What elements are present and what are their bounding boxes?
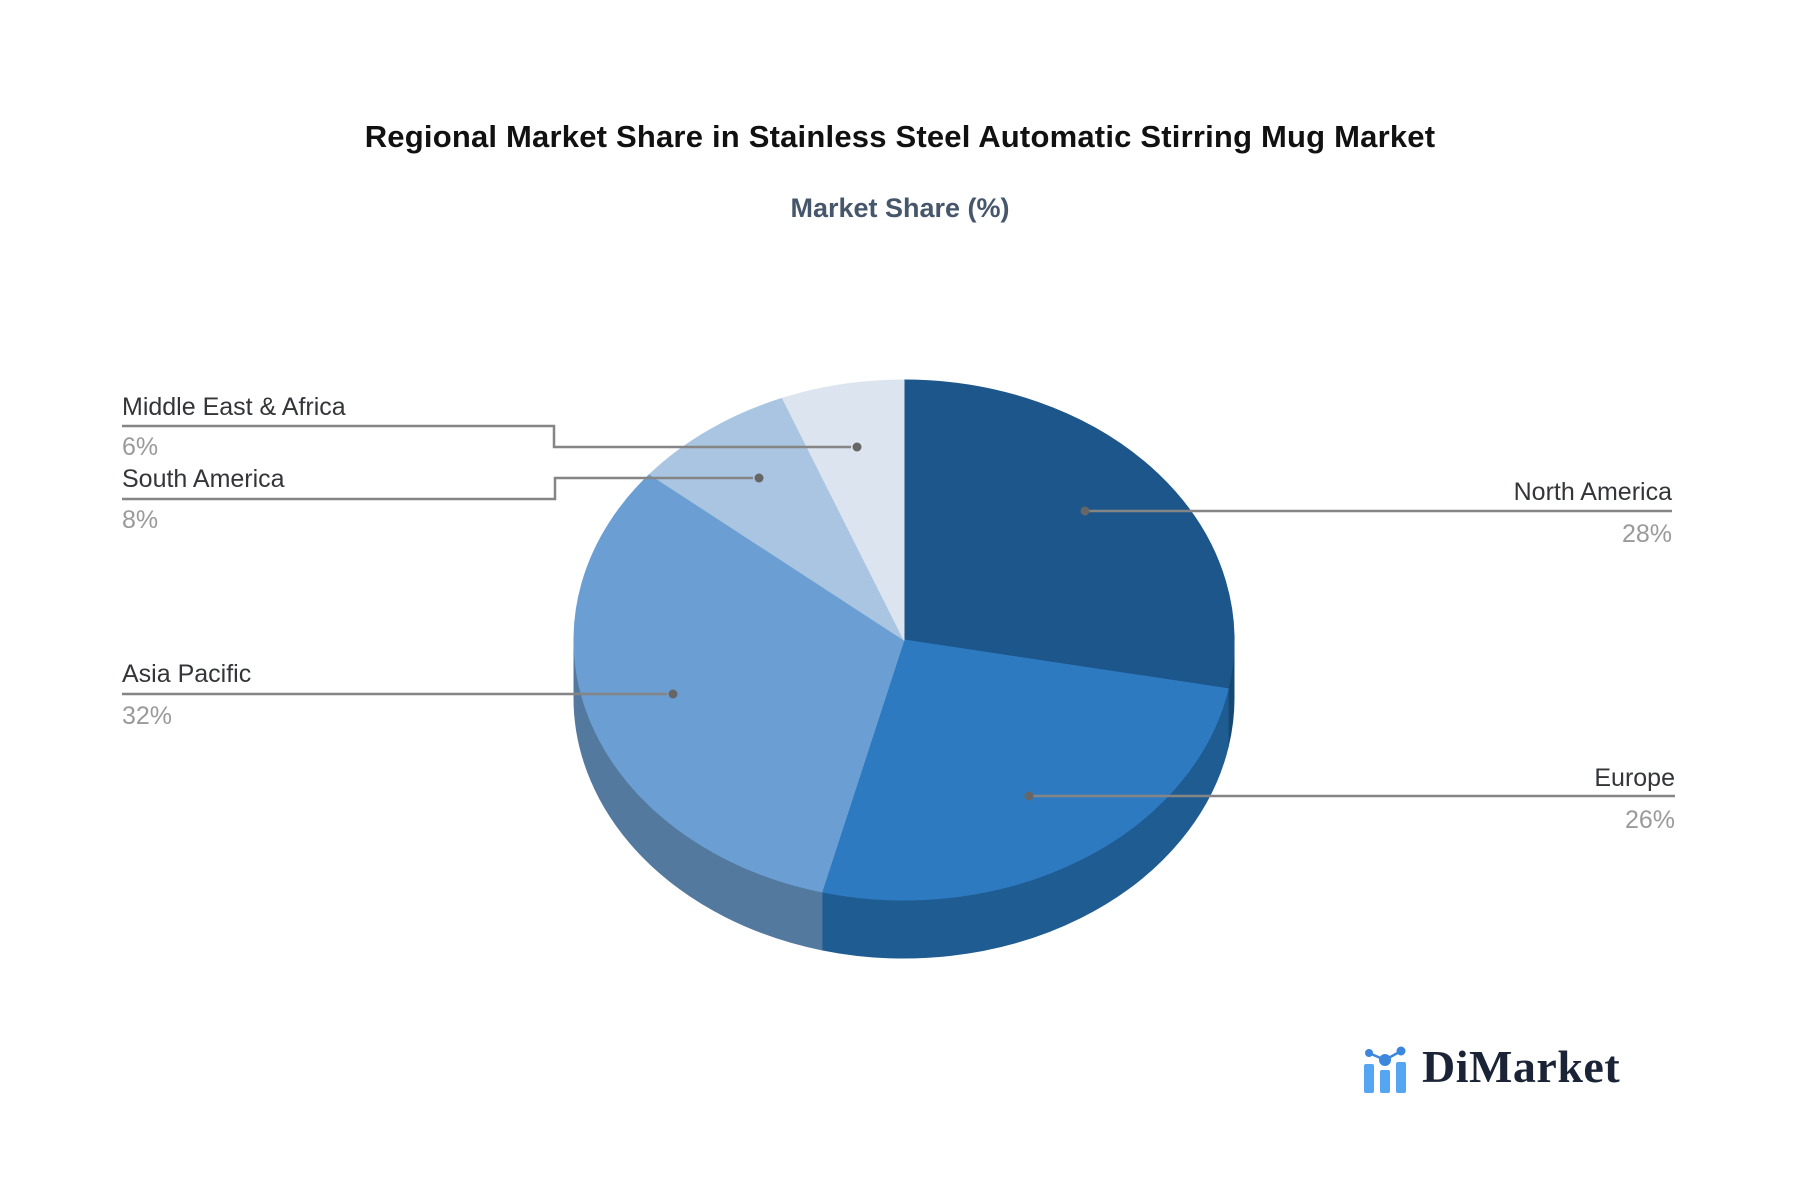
label-middle-east-africa: Middle East & Africa [122,393,346,421]
chart-title: Regional Market Share in Stainless Steel… [364,119,1436,154]
leader-dots [668,442,1090,801]
value-south-america: 8% [122,506,159,534]
pie-slice-europe[interactable] [821,639,1229,901]
logo-dot-1 [1365,1048,1373,1057]
chart-subtitle: Market Share (%) [790,193,1010,223]
label-asia-pacific: Asia Pacific [122,660,252,688]
dimarket-logo-icon [1364,1046,1406,1093]
pie-slice-middle-east-africa[interactable] [782,379,905,641]
logo-dot-2 [1379,1053,1391,1066]
leader-dot-middle-east-africa [852,442,862,452]
logo-bar-3 [1396,1061,1406,1093]
label-europe: Europe [1594,764,1675,792]
pie-slice-south-america[interactable] [649,397,905,641]
leader-dot-asia-pacific [668,689,678,699]
logo-bar-1 [1364,1063,1374,1093]
leader-line-south-america [122,476,753,501]
brand-logo: DiMarket [1362,1040,1620,1093]
label-north-america: North America [1513,478,1672,506]
value-north-america: 28% [1621,520,1672,548]
label-south-america: South America [122,465,285,493]
value-middle-east-africa: 6% [122,433,159,461]
leader-lines [122,424,1675,798]
logo-bar-2 [1380,1069,1390,1093]
brand-logo-text: DiMarket [1422,1041,1621,1092]
leader-dot-south-america [754,473,764,483]
value-asia-pacific: 32% [122,702,173,730]
logo-dot-3 [1396,1046,1406,1055]
pie-group [573,379,1235,959]
pie-slice-north-america[interactable] [903,379,1235,690]
leader-dot-north-america [1080,506,1090,516]
pie-slice-asia-pacific[interactable] [573,473,905,893]
value-europe: 26% [1624,806,1675,834]
leader-dot-europe [1024,791,1034,801]
leader-line-middle-east-africa [122,424,851,449]
